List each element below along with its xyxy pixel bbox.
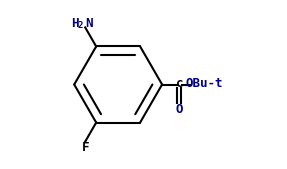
Text: OBu-t: OBu-t bbox=[185, 77, 223, 90]
Text: H: H bbox=[71, 17, 78, 30]
Text: O: O bbox=[175, 103, 183, 115]
Text: N: N bbox=[86, 17, 93, 30]
Text: F: F bbox=[82, 141, 89, 154]
Text: 2: 2 bbox=[77, 21, 83, 30]
Text: c: c bbox=[176, 77, 184, 90]
